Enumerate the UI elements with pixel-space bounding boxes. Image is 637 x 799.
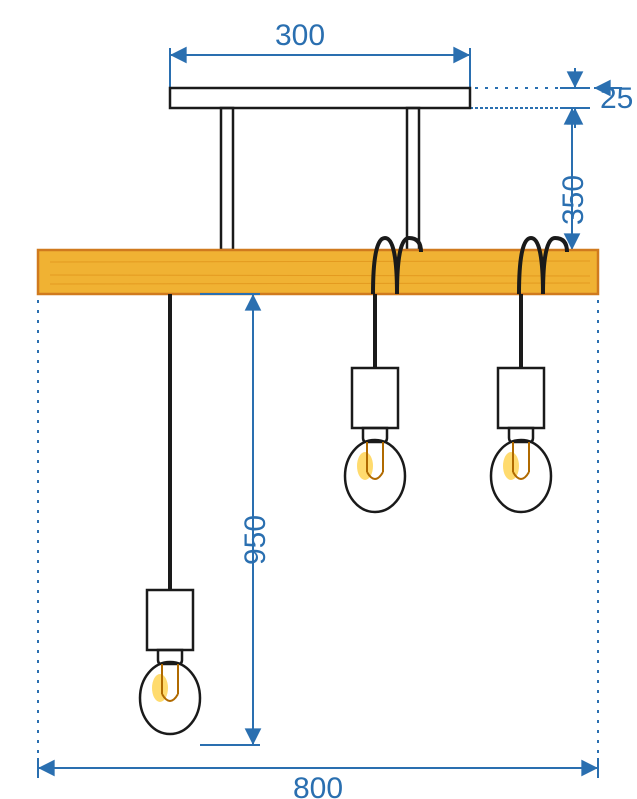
lamp-2 bbox=[345, 294, 405, 512]
lamp-1 bbox=[140, 294, 200, 734]
dim-top-width: 300 bbox=[170, 19, 470, 88]
socket-3 bbox=[498, 368, 544, 428]
dim-total-width: 800 bbox=[38, 758, 598, 799]
bulb-1 bbox=[140, 650, 200, 734]
lamp-dimension-diagram: 300 25 350 bbox=[0, 0, 637, 799]
dim-hang-label: 950 bbox=[239, 515, 272, 565]
ceiling-plate bbox=[170, 88, 470, 108]
bulb-2 bbox=[345, 428, 405, 512]
dim-top-width-label: 300 bbox=[275, 19, 325, 52]
dim-hang: 950 bbox=[200, 294, 272, 745]
lamp-3 bbox=[491, 294, 551, 512]
dim-drop-label: 350 bbox=[557, 175, 590, 225]
socket-2 bbox=[352, 368, 398, 428]
bulb-3 bbox=[491, 428, 551, 512]
beam bbox=[38, 250, 598, 294]
stems bbox=[221, 108, 419, 250]
dim-drop: 350 bbox=[470, 108, 590, 250]
dim-total-width-label: 800 bbox=[293, 772, 343, 799]
dim-plate-thickness: 25 bbox=[475, 68, 633, 128]
socket-1 bbox=[147, 590, 193, 650]
dim-plate-thickness-label: 25 bbox=[600, 82, 633, 115]
